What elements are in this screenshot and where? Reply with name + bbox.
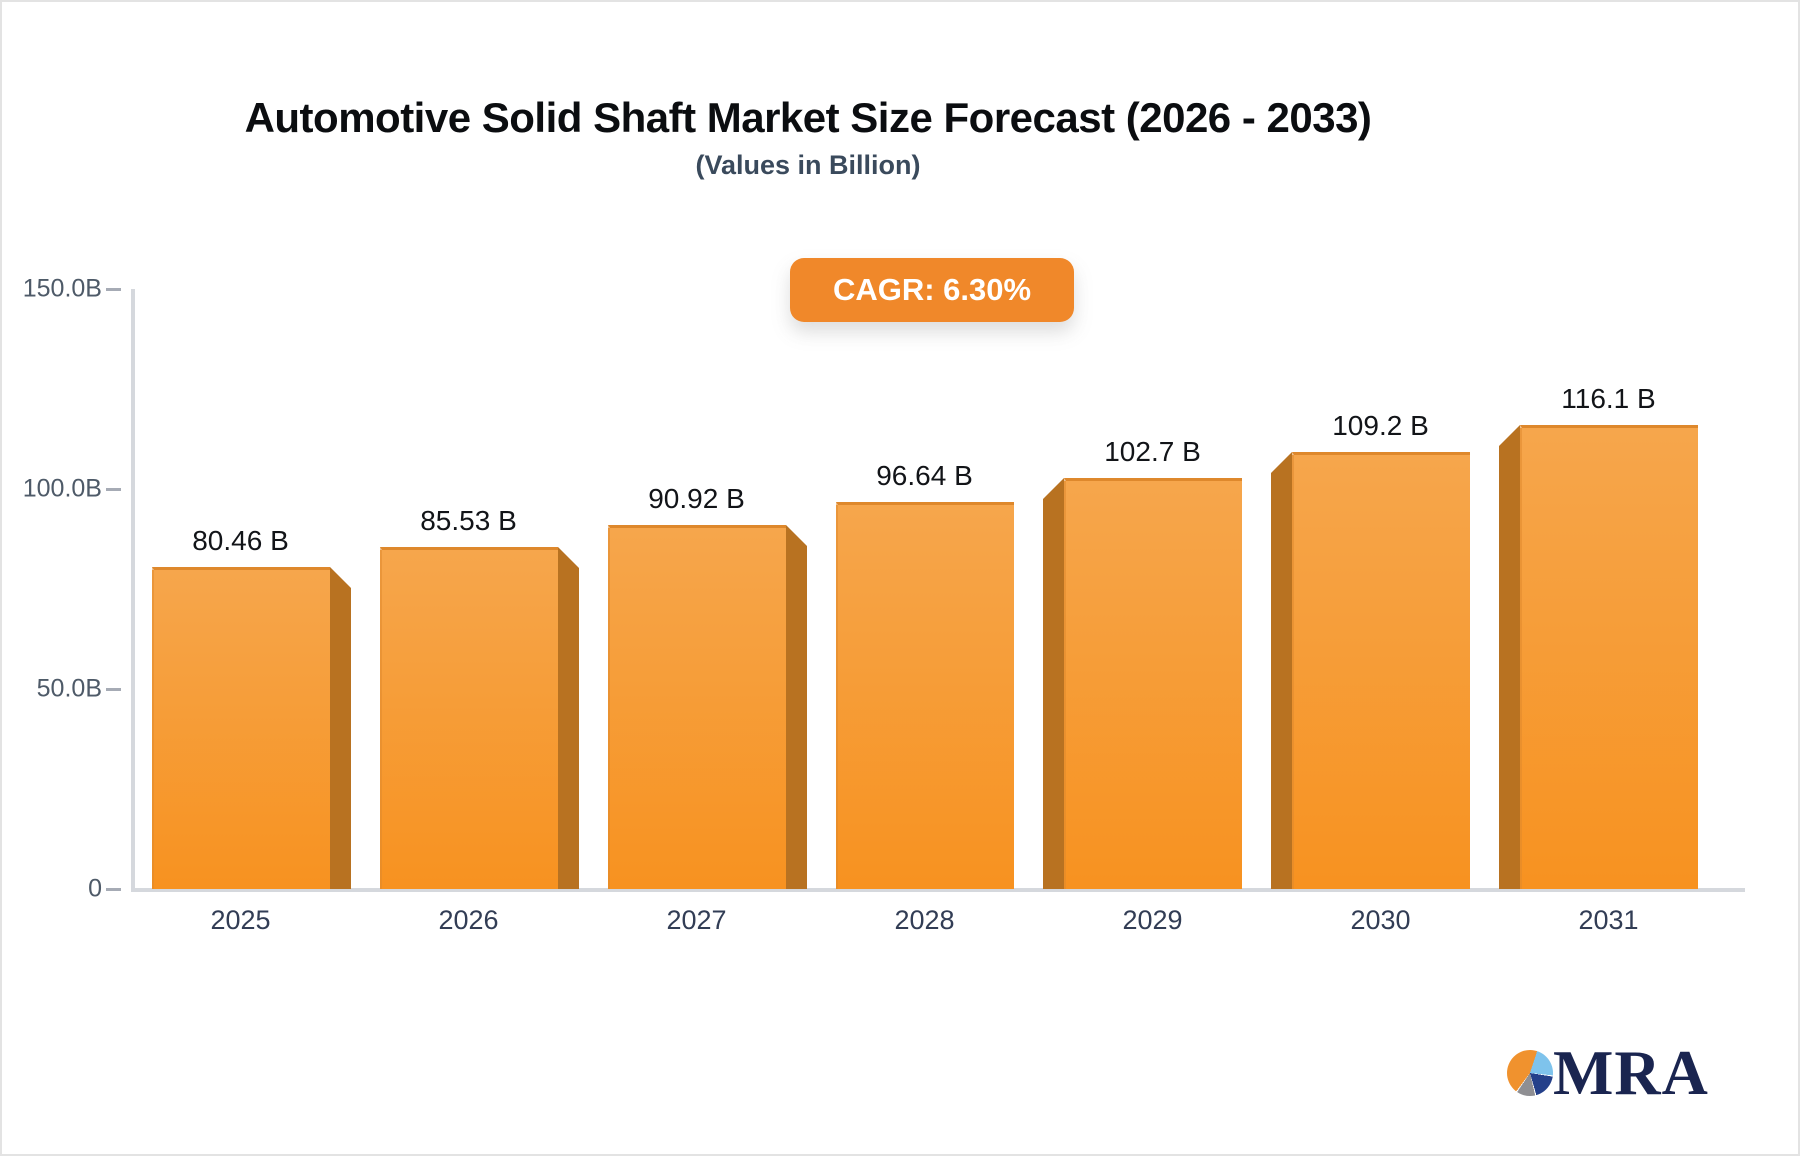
y-axis-line bbox=[131, 289, 135, 891]
mra-logo: MRA bbox=[1507, 1037, 1767, 1122]
bar-value-label-2029: 102.7 B bbox=[1104, 436, 1201, 467]
bar-2027 bbox=[608, 525, 786, 889]
bar-value-label-2028: 96.64 B bbox=[876, 460, 973, 491]
bar-side-2031 bbox=[1499, 425, 1520, 889]
y-axis-tick-label: 150.0B bbox=[22, 274, 102, 303]
bar-value-label-2030: 109.2 B bbox=[1332, 410, 1429, 441]
bar-value-label-2025: 80.46 B bbox=[192, 525, 289, 556]
x-axis-label-2025: 2025 bbox=[210, 905, 271, 935]
y-axis-tick-label: 0 bbox=[88, 874, 102, 903]
y-axis-tick-label: 100.0B bbox=[22, 474, 102, 503]
x-axis-line bbox=[131, 888, 1745, 892]
bar-2031 bbox=[1520, 425, 1698, 889]
x-axis-label-2028: 2028 bbox=[894, 905, 955, 935]
bar-side-2029 bbox=[1043, 478, 1064, 889]
bar-2028 bbox=[836, 502, 1014, 889]
x-axis-label-2031: 2031 bbox=[1578, 905, 1639, 935]
bar-side-2027 bbox=[786, 525, 807, 889]
cagr-badge: CAGR: 6.30% bbox=[790, 258, 1074, 322]
y-axis-tick-mark bbox=[106, 888, 121, 891]
x-axis-label-2030: 2030 bbox=[1350, 905, 1411, 935]
bar-value-label-2027: 90.92 B bbox=[648, 483, 745, 514]
x-axis-label-2029: 2029 bbox=[1122, 905, 1183, 935]
bar-side-2030 bbox=[1271, 452, 1292, 889]
chart-subtitle: (Values in Billion) bbox=[695, 150, 921, 180]
y-axis-tick-mark bbox=[106, 288, 121, 291]
bar-side-2026 bbox=[558, 547, 579, 889]
bar-2026 bbox=[380, 547, 558, 889]
y-axis-tick-mark bbox=[106, 688, 121, 691]
bar-2025 bbox=[152, 567, 330, 889]
x-axis-label-2026: 2026 bbox=[438, 905, 499, 935]
bar-2029 bbox=[1064, 478, 1242, 889]
chart-title: Automotive Solid Shaft Market Size Forec… bbox=[244, 94, 1372, 141]
x-axis-label-2027: 2027 bbox=[666, 905, 727, 935]
logo-text: MRA bbox=[1553, 1037, 1709, 1108]
y-axis-tick-label: 50.0B bbox=[36, 674, 102, 703]
bar-value-label-2026: 85.53 B bbox=[420, 505, 517, 536]
y-axis-tick-mark bbox=[106, 488, 121, 491]
pie-chart-logo-icon bbox=[1507, 1050, 1553, 1096]
bar-side-2025 bbox=[330, 567, 351, 889]
bar-2030 bbox=[1292, 452, 1470, 889]
bar-value-label-2031: 116.1 B bbox=[1561, 383, 1656, 414]
